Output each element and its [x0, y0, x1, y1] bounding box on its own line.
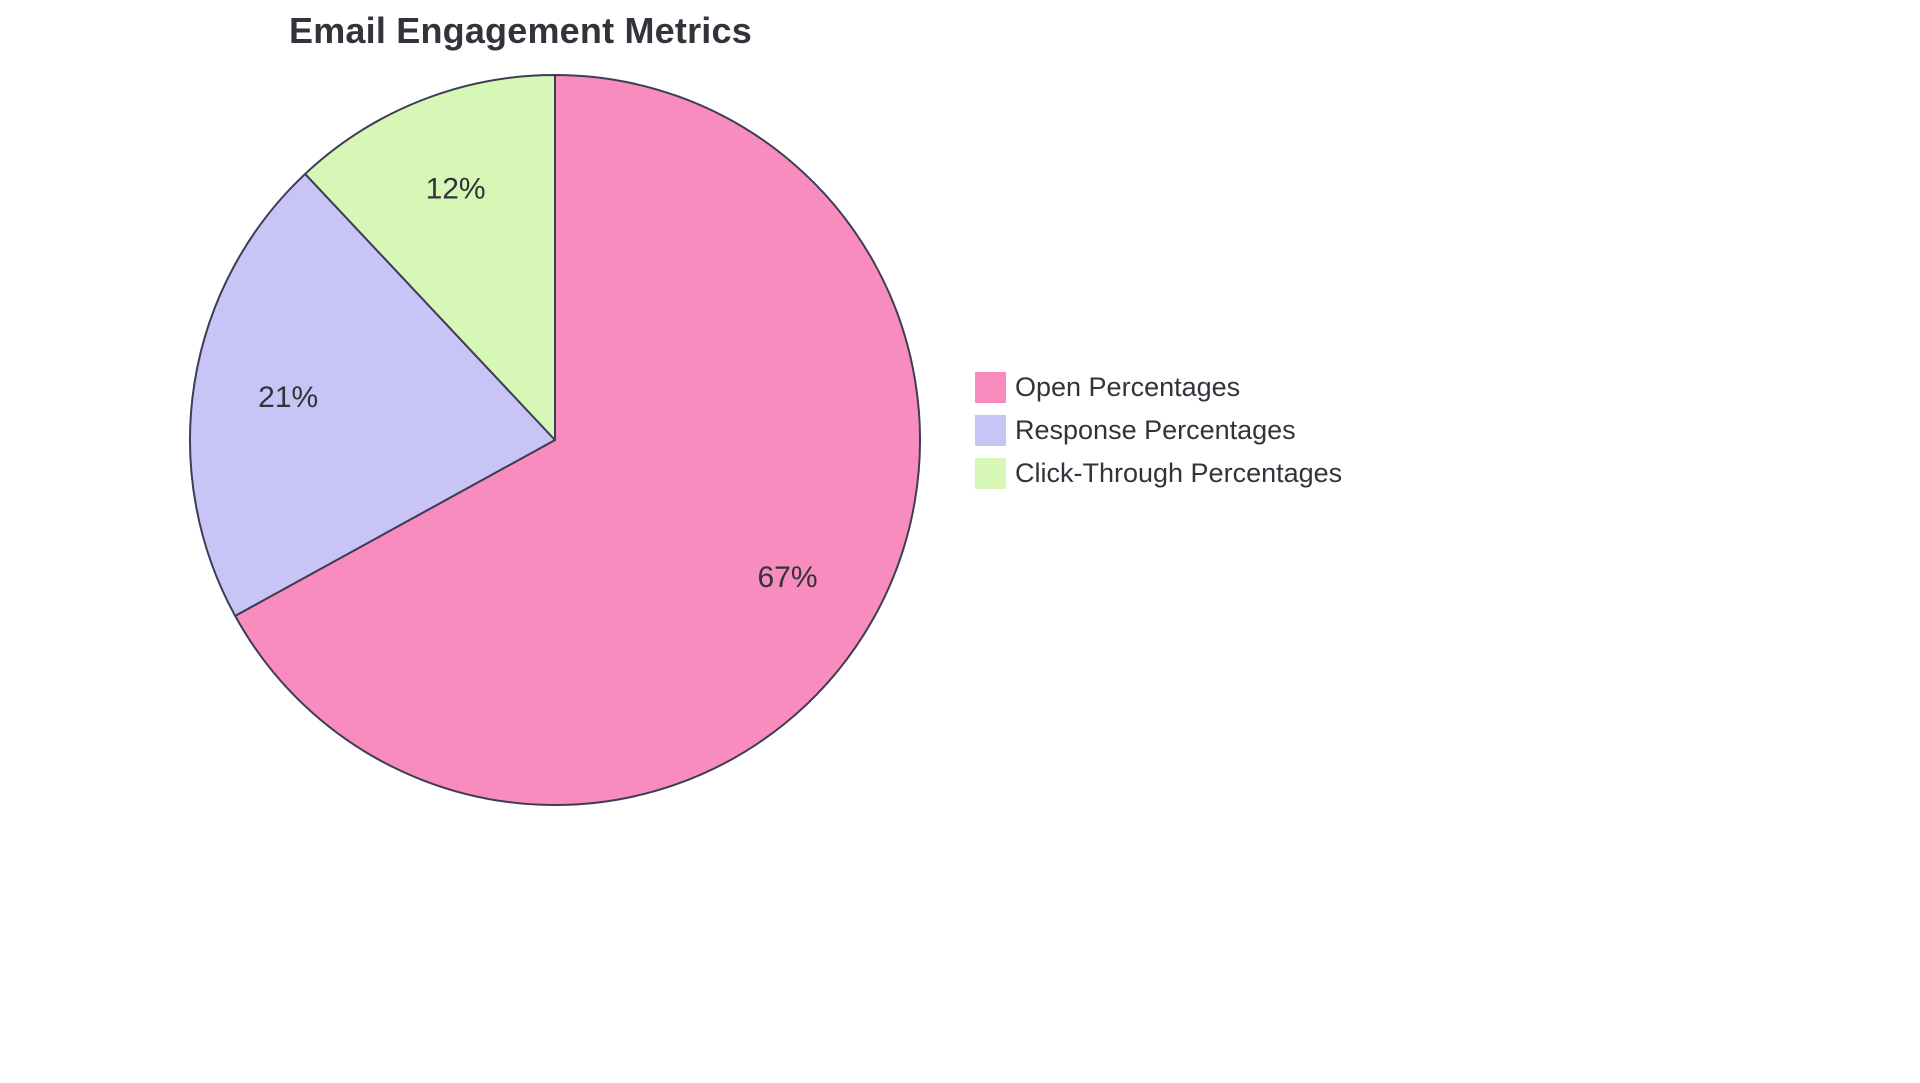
legend-item: Open Percentages — [975, 372, 1342, 403]
pie-slice-click-through-percentages — [304, 74, 556, 441]
legend-item: Click-Through Percentages — [975, 458, 1342, 489]
pie-slice-response-percentages — [189, 172, 556, 617]
pie-slice-value-label: 67% — [757, 561, 817, 594]
legend: Open Percentages Response Percentages Cl… — [975, 372, 1342, 489]
legend-item: Response Percentages — [975, 415, 1342, 446]
legend-label-open-percentages: Open Percentages — [1015, 372, 1241, 402]
pie-slice-value-label: 12% — [426, 172, 486, 205]
legend-swatch-open-percentages — [975, 372, 1006, 403]
legend-label-response-percentages: Response Percentages — [1015, 415, 1296, 445]
legend-swatch-click-through-percentages — [975, 458, 1006, 489]
pie-slice-open-percentages — [234, 74, 921, 806]
legend-swatch-response-percentages — [975, 415, 1006, 446]
legend-label-click-through-percentages: Click-Through Percentages — [1015, 458, 1343, 488]
pie-slice-value-label: 21% — [258, 381, 318, 414]
chart-title: Email Engagement Metrics — [289, 10, 752, 51]
